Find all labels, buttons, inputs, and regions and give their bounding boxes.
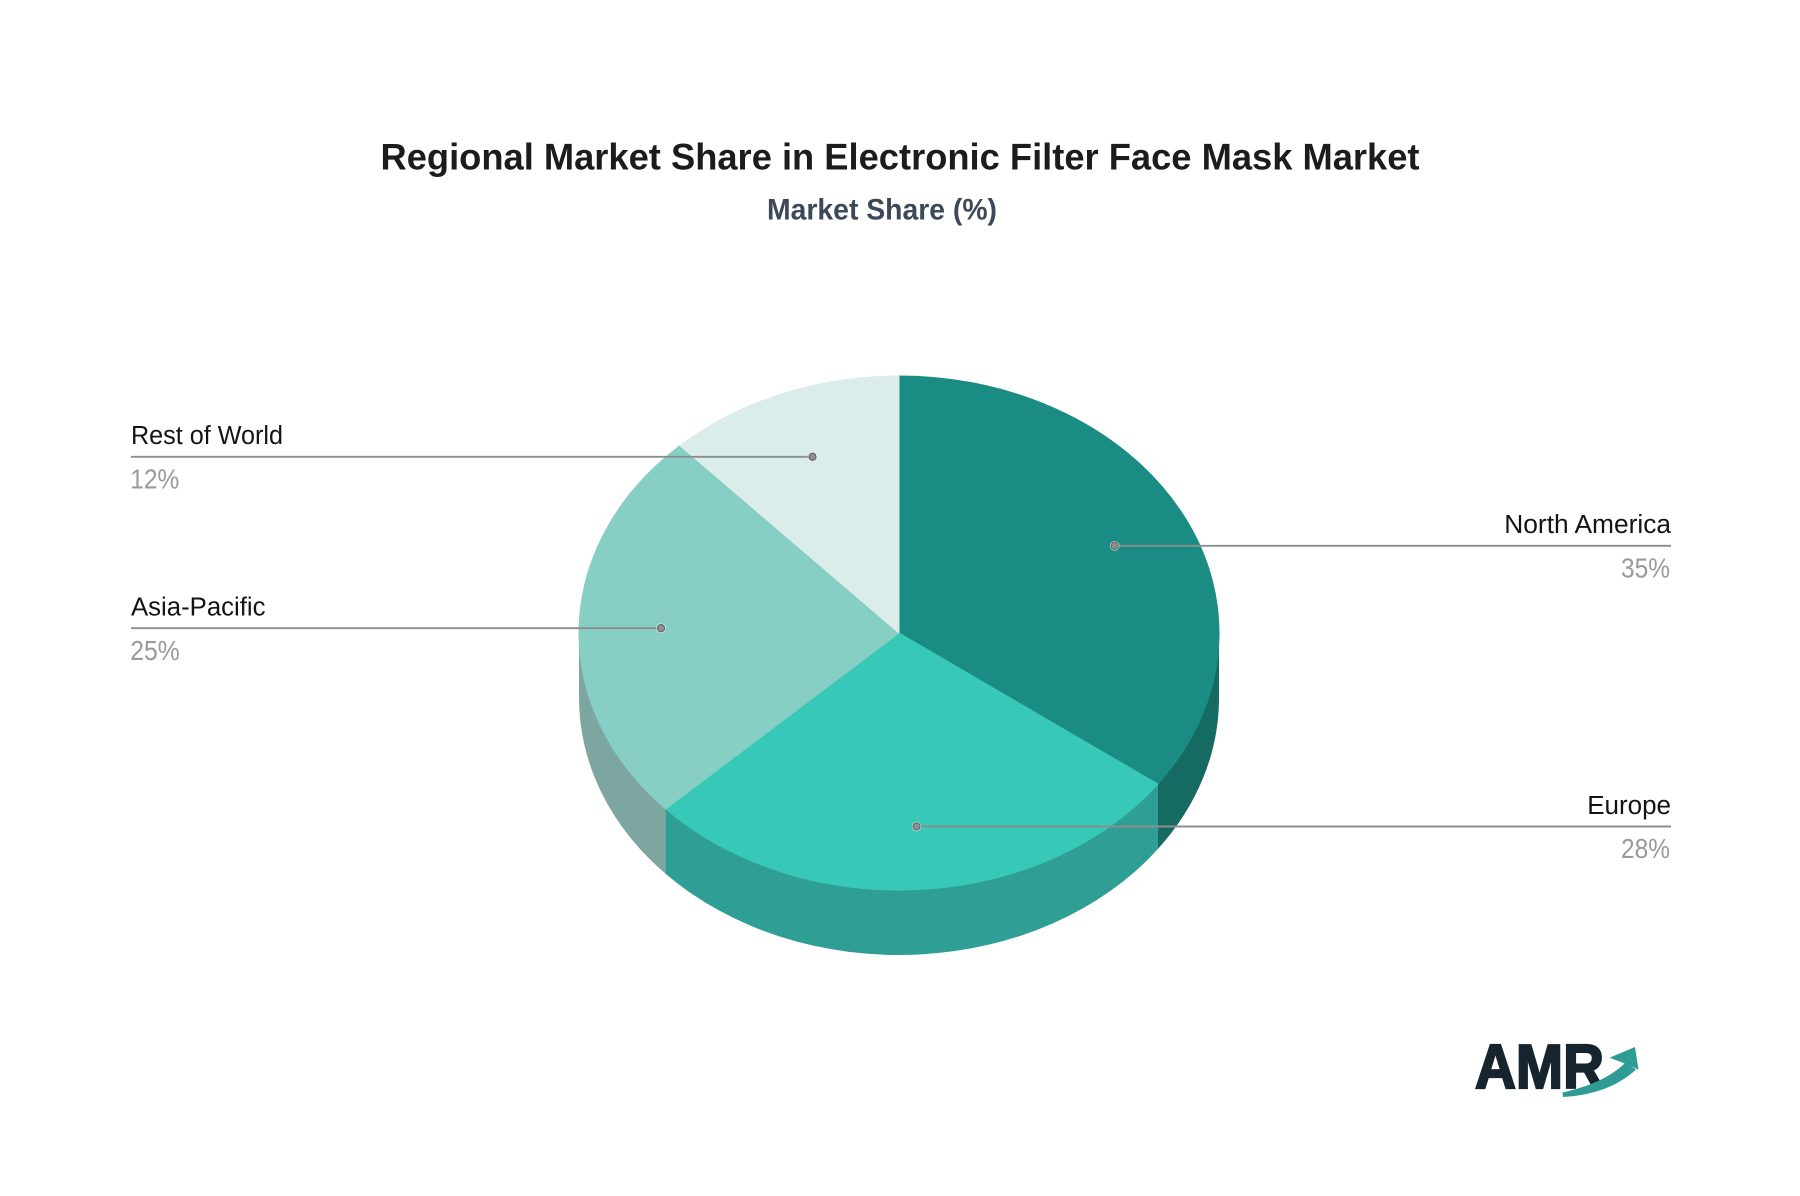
svg-text:Market Share (%): Market Share (%) <box>767 194 997 227</box>
svg-text:Rest of World: Rest of World <box>131 420 283 450</box>
svg-text:North America: North America <box>1504 509 1671 539</box>
svg-text:Europe: Europe <box>1587 790 1671 820</box>
svg-text:12%: 12% <box>130 463 179 494</box>
svg-text:Asia-Pacific: Asia-Pacific <box>131 592 266 622</box>
svg-text:35%: 35% <box>1621 552 1670 583</box>
svg-text:Regional Market Share in Elect: Regional Market Share in Electronic Filt… <box>381 137 1420 178</box>
svg-text:25%: 25% <box>130 635 180 666</box>
svg-text:28%: 28% <box>1621 833 1670 864</box>
